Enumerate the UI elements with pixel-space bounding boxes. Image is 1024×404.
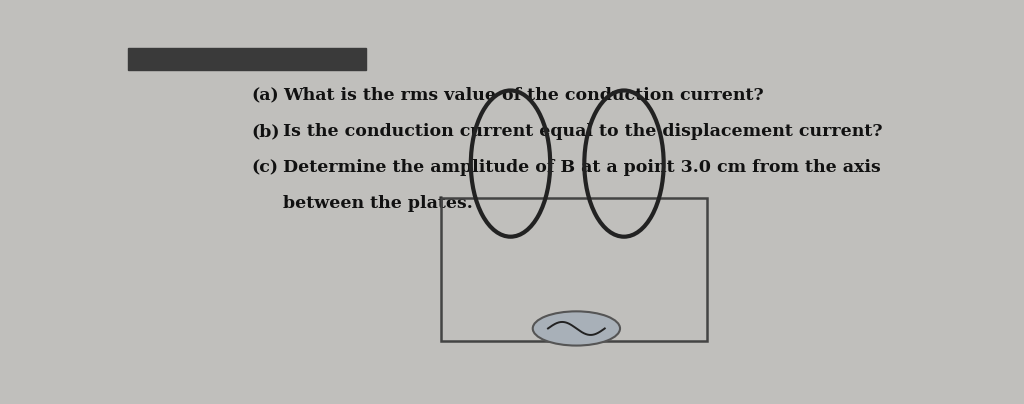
Text: (b): (b) [251,123,280,140]
Text: What is the rms value of the conduction current?: What is the rms value of the conduction … [283,87,763,104]
Bar [128,48,367,70]
Text: Is the conduction current equal to the displacement current?: Is the conduction current equal to the d… [283,123,883,140]
Text: between the plates.: between the plates. [283,195,472,212]
Text: Determine the amplitude of B at a point 3.0 cm from the axis: Determine the amplitude of B at a point … [283,159,881,176]
Text: (c): (c) [251,159,278,176]
Text: (a): (a) [251,87,279,104]
Circle shape [532,311,621,345]
Bar [441,198,708,341]
